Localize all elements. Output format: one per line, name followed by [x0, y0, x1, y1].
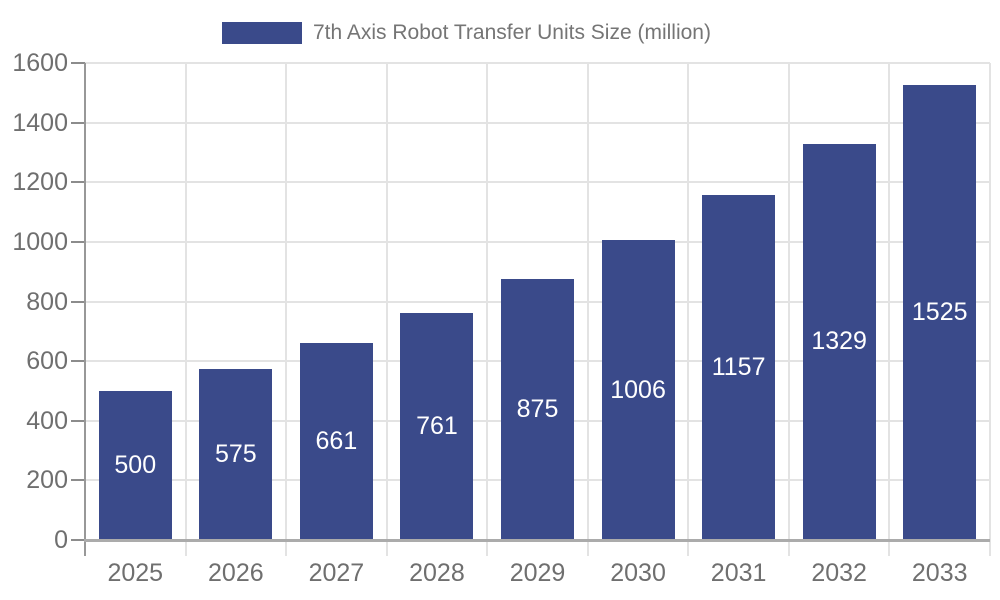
y-axis-tick: [71, 300, 85, 303]
y-axis-tick: [71, 360, 85, 363]
x-axis-line: [84, 539, 990, 542]
x-axis-tick-label: 2033: [911, 559, 968, 587]
y-axis-tick-label: 800: [26, 287, 68, 316]
bar[interactable]: 500: [98, 390, 172, 540]
y-axis-tick-label: 200: [26, 466, 68, 495]
y-axis-line: [84, 63, 86, 556]
bar[interactable]: 1157: [702, 195, 776, 540]
y-axis-tick: [71, 539, 85, 541]
h-gridline: [85, 240, 990, 243]
v-gridline: [787, 63, 790, 556]
v-gridline: [989, 63, 991, 556]
y-axis-tick: [71, 240, 85, 243]
y-axis-tick-label: 0: [54, 526, 68, 554]
x-axis-tick-label: 2031: [710, 559, 767, 587]
bar[interactable]: 1525: [903, 85, 977, 540]
bar[interactable]: 1329: [802, 143, 876, 540]
h-gridline: [85, 62, 990, 64]
bar-value-label: 500: [114, 450, 157, 479]
v-gridline: [486, 63, 489, 556]
y-axis-tick: [71, 121, 85, 124]
y-axis-tick-label: 600: [26, 347, 68, 376]
bar-value-label: 1525: [911, 298, 968, 327]
bar[interactable]: 661: [299, 342, 373, 540]
bar[interactable]: 1006: [601, 240, 675, 540]
y-axis-tick-label: 1200: [12, 168, 68, 197]
x-axis-tick-label: 2026: [208, 559, 264, 587]
v-gridline: [586, 63, 589, 556]
h-gridline: [85, 121, 990, 124]
h-gridline: [85, 181, 990, 184]
x-axis-tick-label: 2030: [610, 559, 666, 587]
v-gridline: [888, 63, 891, 556]
y-axis-tick: [71, 62, 85, 64]
bar-value-label: 575: [214, 439, 257, 468]
y-axis-tick: [71, 181, 85, 184]
bar-value-label: 1006: [610, 375, 666, 404]
x-axis-tick-label: 2025: [107, 559, 164, 587]
v-gridline: [285, 63, 288, 556]
v-gridline: [385, 63, 388, 556]
x-axis-tick-label: 2029: [509, 559, 566, 587]
x-axis-tick-label: 2028: [409, 559, 465, 587]
bar-value-label: 1329: [811, 327, 867, 356]
legend-item[interactable]: 7th Axis Robot Transfer Units Size (mill…: [222, 20, 711, 46]
y-axis-tick-label: 1000: [12, 227, 68, 256]
x-axis-tick-label: 2032: [811, 559, 867, 587]
legend-label: 7th Axis Robot Transfer Units Size (mill…: [313, 21, 711, 44]
bar-value-label: 661: [315, 426, 358, 455]
bar-value-label: 1157: [711, 353, 766, 382]
y-axis-tick-label: 1600: [12, 49, 68, 77]
bar[interactable]: 575: [199, 368, 273, 540]
y-axis-tick-label: 1400: [12, 108, 68, 137]
bar-value-label: 875: [516, 395, 559, 424]
y-axis-tick: [71, 419, 85, 422]
y-axis-tick: [71, 479, 85, 482]
x-axis-tick-label: 2027: [308, 559, 365, 587]
v-gridline: [687, 63, 690, 556]
bar[interactable]: 875: [501, 279, 574, 540]
v-gridline: [184, 63, 187, 556]
bar[interactable]: 761: [400, 313, 474, 540]
legend-swatch-icon: [222, 22, 302, 44]
bar-value-label: 761: [416, 412, 458, 441]
y-axis-tick-label: 400: [26, 406, 68, 435]
